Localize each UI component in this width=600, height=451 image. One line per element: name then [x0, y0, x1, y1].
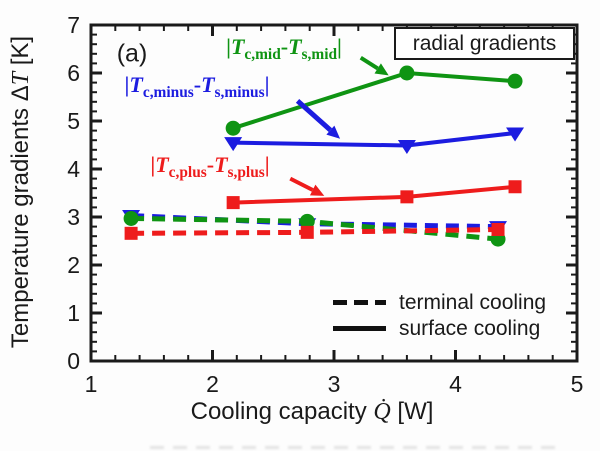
abs-bar: | [264, 71, 270, 97]
math-subscript: c,plus [168, 164, 207, 182]
minus-sign: - [193, 71, 202, 97]
series-line-red [233, 184, 516, 205]
axes-frame [89, 23, 579, 363]
cropped-caption-remnant [150, 446, 560, 449]
annotation-arrowhead-blue [326, 125, 341, 139]
marker-circle-green [299, 213, 315, 229]
series-line-green [232, 70, 516, 131]
marker-triangle-blue [397, 139, 416, 154]
y-tick-label: 7 [67, 12, 80, 38]
abs-bar: | [337, 33, 342, 59]
abs-bar: | [124, 71, 130, 97]
x-tick-label: 4 [449, 371, 462, 397]
x-tick-label: 3 [328, 371, 341, 397]
math-symbol: T [288, 33, 302, 59]
y-axis-unit: [K] [7, 35, 34, 72]
abs-bar: | [226, 33, 231, 59]
abs-bar: | [150, 151, 156, 177]
terminal-cooling-label: terminal cooling [399, 291, 547, 314]
series-line-blue [233, 131, 516, 148]
math-symbol: T [214, 151, 228, 177]
minus-sign: - [206, 151, 215, 177]
marker-circle-green [123, 210, 139, 226]
x-axis-unit: [W] [390, 398, 434, 425]
y-tick-label: 1 [67, 300, 80, 326]
annotation-arrowhead-red [309, 184, 325, 196]
x-axis-symbol: Q̇ [373, 399, 391, 425]
marker-circle-green [225, 120, 241, 136]
math-subscript: s,minus [214, 84, 265, 102]
marker-square-red [400, 190, 414, 204]
y-tick-label: 2 [67, 252, 80, 278]
series-label-mid: |Tc,mid-Ts,mid| [226, 34, 342, 64]
math-subscript: s,plus [227, 164, 265, 182]
marker-triangle-blue [224, 137, 243, 152]
y-tick-label: 4 [67, 156, 80, 182]
surface-cooling-label: surface cooling [399, 317, 541, 340]
x-tick-label: 1 [85, 371, 98, 397]
y-axis-symbol: T [8, 71, 34, 86]
math-subscript: c,minus [142, 84, 194, 102]
x-axis-label: Cooling capacity Q̇ [W] [191, 398, 434, 426]
marker-triangle-blue [506, 127, 525, 142]
marker-square-red [124, 226, 138, 240]
series-label-minus: |Tc,minus-Ts,minus| [125, 72, 270, 102]
annotation-arrow-red [289, 176, 314, 192]
annotation-arrow-blue [295, 98, 333, 132]
marker-circle-green [399, 65, 415, 81]
math-symbol: T [129, 71, 143, 97]
radial-gradients-label: radial gradients [412, 31, 557, 55]
surface-cooling-line-sample [333, 326, 386, 331]
math-symbol: T [230, 33, 245, 59]
y-axis-label-text: Temperature gradients Δ [7, 85, 34, 349]
panel-label: (a) [116, 39, 148, 68]
y-tick-label: 6 [67, 60, 80, 86]
y-tick-label: 5 [67, 108, 80, 134]
math-subscript: s,mid [301, 46, 338, 64]
marker-circle-green [507, 73, 523, 89]
math-symbol: T [155, 151, 169, 177]
y-tick-label: 0 [67, 348, 80, 374]
series-line-red [131, 226, 499, 236]
series-label-plus: |Tc,plus-Ts,plus| [150, 152, 269, 182]
x-tick-label: 5 [571, 371, 584, 397]
abs-bar: | [264, 151, 270, 177]
math-symbol: T [201, 71, 215, 97]
y-axis-label: Temperature gradients ΔT [K] [7, 36, 35, 348]
annotation-arrow-green [359, 55, 379, 71]
marker-square-red [491, 222, 505, 236]
math-subscript: c,mid [244, 46, 281, 64]
x-axis-label-text: Cooling capacity [190, 398, 374, 425]
minus-sign: - [280, 33, 289, 59]
x-tick-label: 2 [206, 371, 219, 397]
terminal-cooling-line-sample [333, 300, 386, 305]
annotation-arrowhead-green [374, 63, 389, 76]
radial-gradients-box: radial gradients [394, 27, 575, 60]
marker-square-red [300, 225, 314, 239]
marker-square-red [508, 180, 522, 194]
marker-square-red [226, 196, 240, 210]
y-tick-label: 3 [67, 204, 80, 230]
